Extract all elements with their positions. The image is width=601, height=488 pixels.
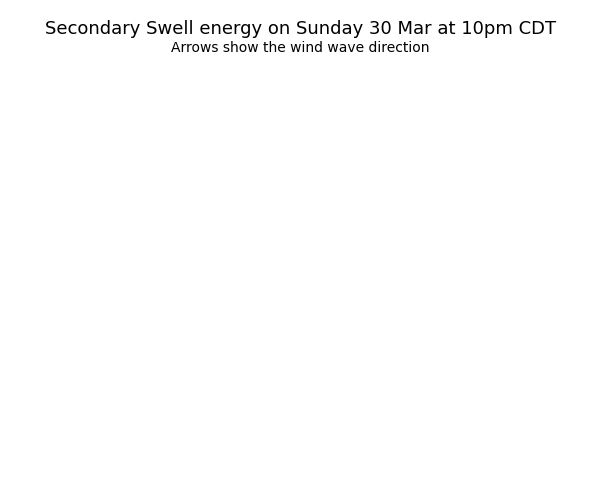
Text: Secondary Swell energy on Sunday 30 Mar at 10pm CDT: Secondary Swell energy on Sunday 30 Mar … — [45, 20, 556, 39]
Text: Arrows show the wind wave direction: Arrows show the wind wave direction — [171, 41, 430, 56]
